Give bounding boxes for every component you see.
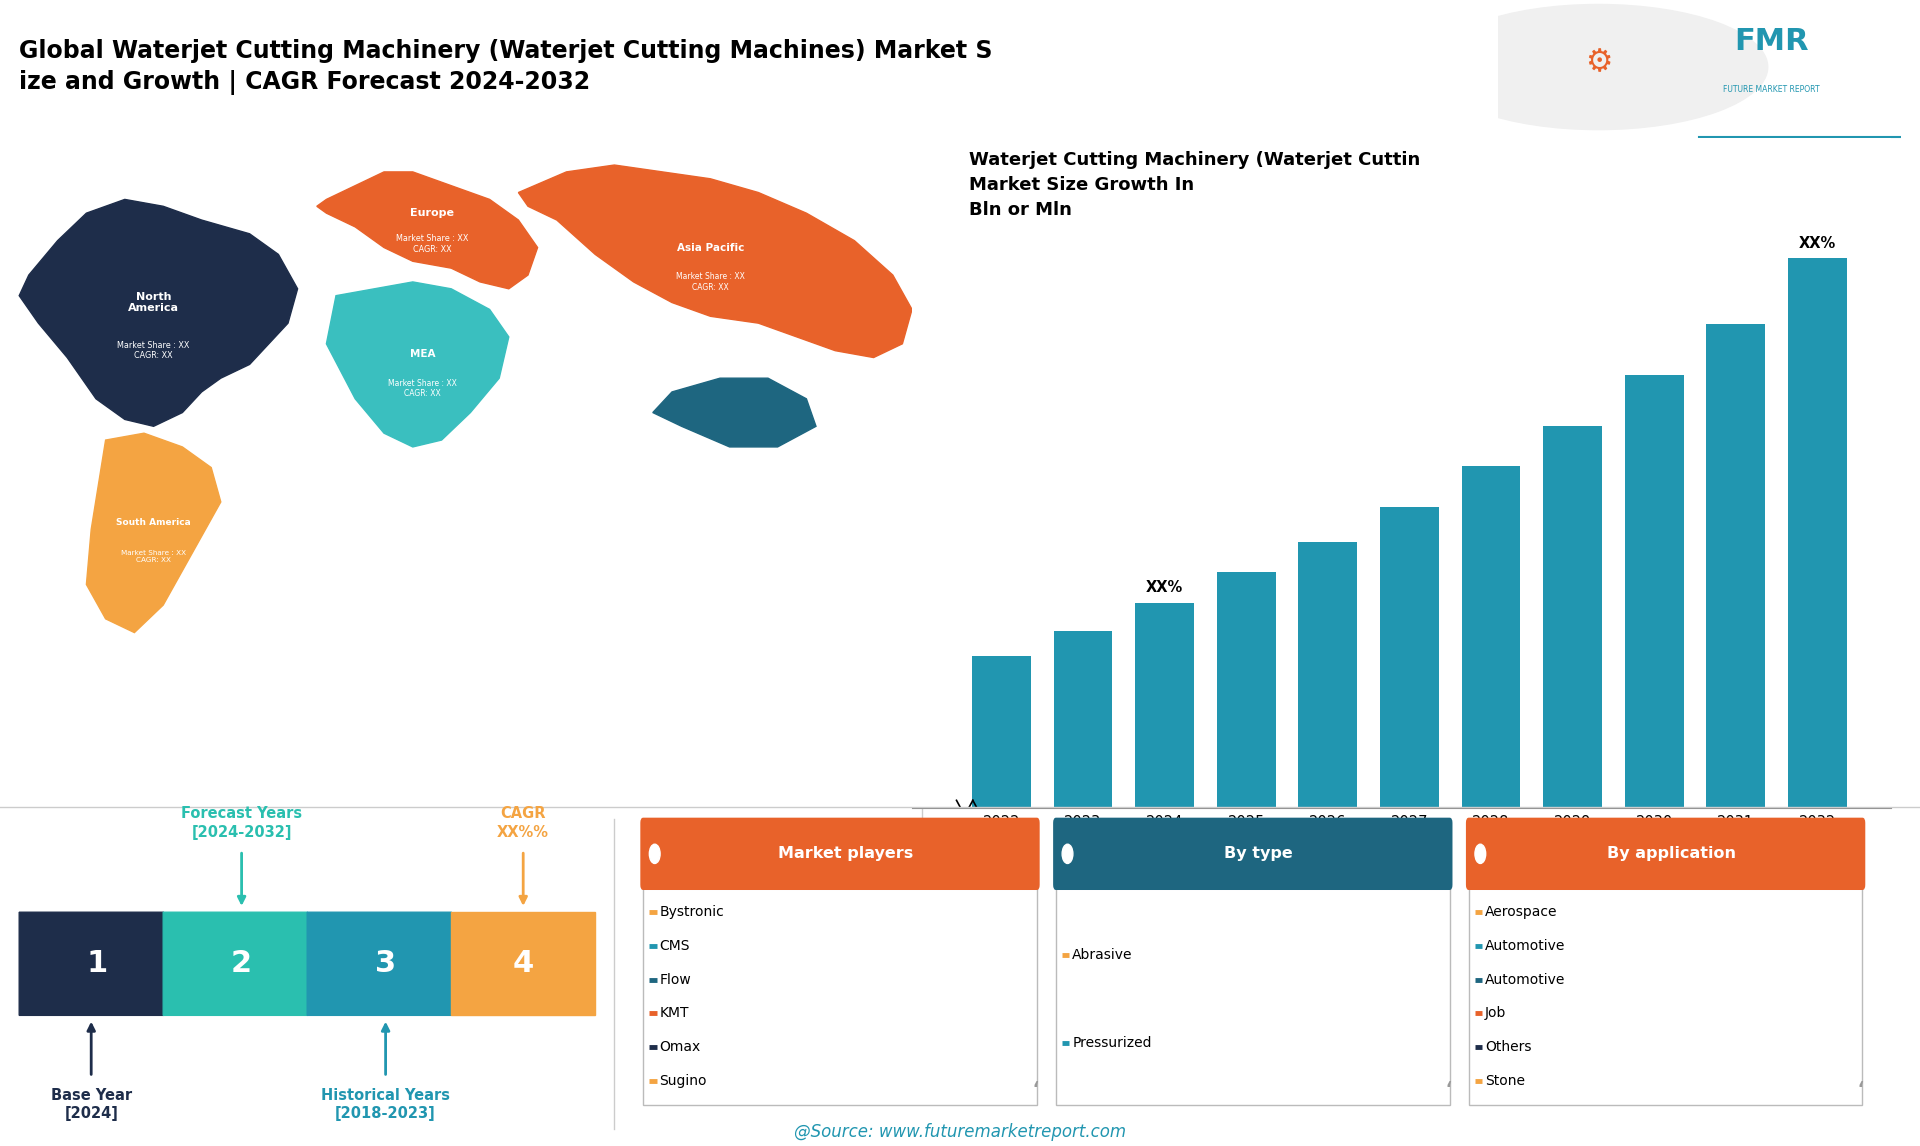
Text: Market Share : XX
CAGR: XX: Market Share : XX CAGR: XX xyxy=(117,342,190,360)
Text: Market players: Market players xyxy=(778,847,914,862)
Polygon shape xyxy=(307,912,470,1015)
Text: 2: 2 xyxy=(230,949,252,979)
Text: FMR: FMR xyxy=(1734,28,1809,56)
Text: Market Share : XX
CAGR: XX: Market Share : XX CAGR: XX xyxy=(396,235,468,253)
Text: Aerospace: Aerospace xyxy=(1486,905,1557,919)
Bar xyxy=(1707,324,1764,808)
Circle shape xyxy=(1062,845,1073,863)
FancyBboxPatch shape xyxy=(641,818,1041,890)
Text: Flow: Flow xyxy=(660,973,691,987)
Text: Automotive: Automotive xyxy=(1486,939,1565,952)
Bar xyxy=(1624,375,1684,808)
Polygon shape xyxy=(326,282,509,447)
Text: KMT: KMT xyxy=(660,1006,689,1020)
Text: Sugino: Sugino xyxy=(660,1074,707,1088)
Text: Abrasive: Abrasive xyxy=(1071,948,1133,963)
Bar xyxy=(972,656,1031,808)
Text: Job: Job xyxy=(1486,1006,1507,1020)
FancyBboxPatch shape xyxy=(1056,885,1450,1105)
Text: CMS: CMS xyxy=(660,939,689,952)
Polygon shape xyxy=(317,172,538,289)
Text: XX%: XX% xyxy=(1799,236,1836,251)
Text: By type: By type xyxy=(1225,847,1292,862)
Text: @Source: www.futuremarketreport.com: @Source: www.futuremarketreport.com xyxy=(795,1123,1125,1141)
Text: North
America: North America xyxy=(129,292,179,313)
Polygon shape xyxy=(653,378,816,447)
Polygon shape xyxy=(86,433,221,633)
Bar xyxy=(1380,507,1438,808)
Text: Historical Years
[2018-2023]: Historical Years [2018-2023] xyxy=(321,1088,449,1121)
Text: Asia Pacific: Asia Pacific xyxy=(676,243,745,252)
Text: ,: , xyxy=(1442,1077,1450,1101)
Text: FUTURE MARKET REPORT: FUTURE MARKET REPORT xyxy=(1724,85,1820,94)
Bar xyxy=(1135,603,1194,808)
Polygon shape xyxy=(451,912,595,1015)
Text: Pressurized: Pressurized xyxy=(1071,1036,1152,1050)
Bar xyxy=(1788,258,1847,808)
Text: ,: , xyxy=(1029,1077,1037,1101)
Text: Omax: Omax xyxy=(660,1041,701,1054)
Bar xyxy=(1298,542,1357,808)
Text: Stone: Stone xyxy=(1486,1074,1524,1088)
Circle shape xyxy=(1428,5,1768,129)
Bar xyxy=(1054,630,1112,808)
Text: By application: By application xyxy=(1607,847,1736,862)
Text: ,: , xyxy=(1855,1077,1862,1101)
Text: 3: 3 xyxy=(374,949,396,979)
Bar xyxy=(1217,572,1275,808)
Text: ⚙: ⚙ xyxy=(1584,48,1613,77)
Bar xyxy=(1544,425,1601,808)
Text: CAGR
XX%%: CAGR XX%% xyxy=(497,807,549,840)
Bar xyxy=(1461,466,1521,808)
FancyBboxPatch shape xyxy=(643,885,1037,1105)
Text: Global Waterjet Cutting Machinery (Waterjet Cutting Machines) Market S
ize and G: Global Waterjet Cutting Machinery (Water… xyxy=(19,39,993,95)
Text: 1: 1 xyxy=(86,949,108,979)
Text: South America: South America xyxy=(117,518,190,527)
Text: Base Year
[2024]: Base Year [2024] xyxy=(50,1088,132,1121)
Polygon shape xyxy=(163,912,326,1015)
Text: MEA: MEA xyxy=(409,350,436,359)
Text: Market Share : XX
CAGR: XX: Market Share : XX CAGR: XX xyxy=(676,273,745,291)
Text: Bystronic: Bystronic xyxy=(660,905,724,919)
Text: Waterjet Cutting Machinery (Waterjet Cuttin
Market Size Growth In
Bln or Mln: Waterjet Cutting Machinery (Waterjet Cut… xyxy=(970,151,1421,219)
FancyBboxPatch shape xyxy=(1467,818,1864,890)
Text: 4: 4 xyxy=(513,949,534,979)
Text: Automotive: Automotive xyxy=(1486,973,1565,987)
FancyBboxPatch shape xyxy=(1469,885,1862,1105)
Polygon shape xyxy=(19,199,298,426)
Text: Europe: Europe xyxy=(411,209,453,218)
Circle shape xyxy=(649,845,660,863)
Polygon shape xyxy=(518,165,912,358)
FancyBboxPatch shape xyxy=(1052,818,1452,890)
Text: Market Share : XX
CAGR: XX: Market Share : XX CAGR: XX xyxy=(121,550,186,564)
Text: Forecast Years
[2024-2032]: Forecast Years [2024-2032] xyxy=(180,807,301,840)
Circle shape xyxy=(1475,845,1486,863)
Text: Others: Others xyxy=(1486,1041,1532,1054)
Polygon shape xyxy=(19,912,182,1015)
Text: XX%: XX% xyxy=(1146,580,1183,595)
Text: Market Share : XX
CAGR: XX: Market Share : XX CAGR: XX xyxy=(388,379,457,398)
